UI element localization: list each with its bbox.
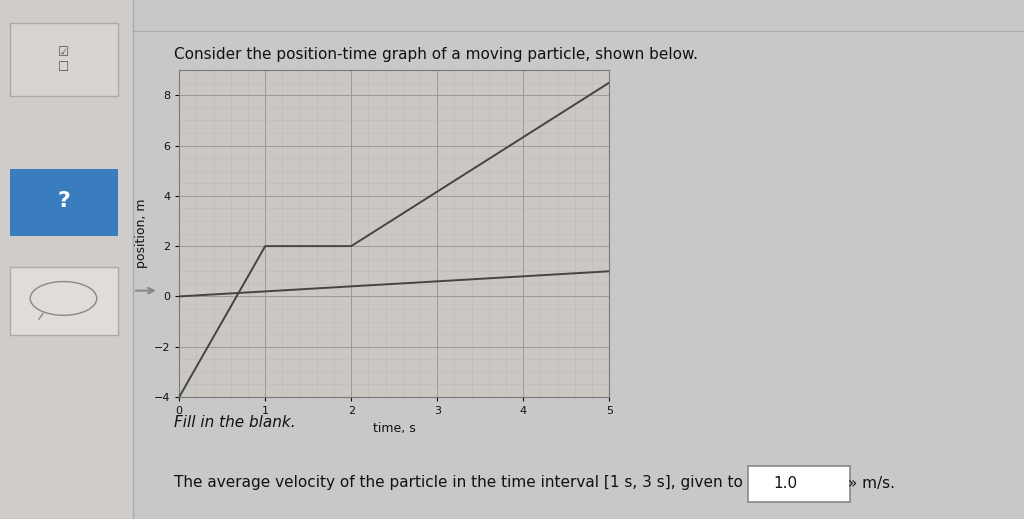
- Text: 1.0: 1.0: [773, 476, 798, 491]
- Text: ☑
☐: ☑ ☐: [58, 46, 69, 74]
- FancyBboxPatch shape: [748, 466, 850, 502]
- Y-axis label: position, m: position, m: [135, 199, 148, 268]
- FancyBboxPatch shape: [10, 169, 118, 236]
- FancyBboxPatch shape: [0, 0, 133, 519]
- Text: Fill in the blank.: Fill in the blank.: [174, 416, 296, 430]
- X-axis label: time, s: time, s: [373, 421, 416, 434]
- Text: Consider the position-time graph of a moving particle, shown below.: Consider the position-time graph of a mo…: [174, 47, 698, 62]
- FancyBboxPatch shape: [10, 267, 118, 335]
- Text: The average velocity of the particle in the time interval [1 s, 3 s], given to 2: The average velocity of the particle in …: [174, 475, 806, 490]
- Text: » m/s.: » m/s.: [848, 476, 895, 491]
- FancyBboxPatch shape: [10, 23, 118, 96]
- Text: ?: ?: [57, 191, 70, 211]
